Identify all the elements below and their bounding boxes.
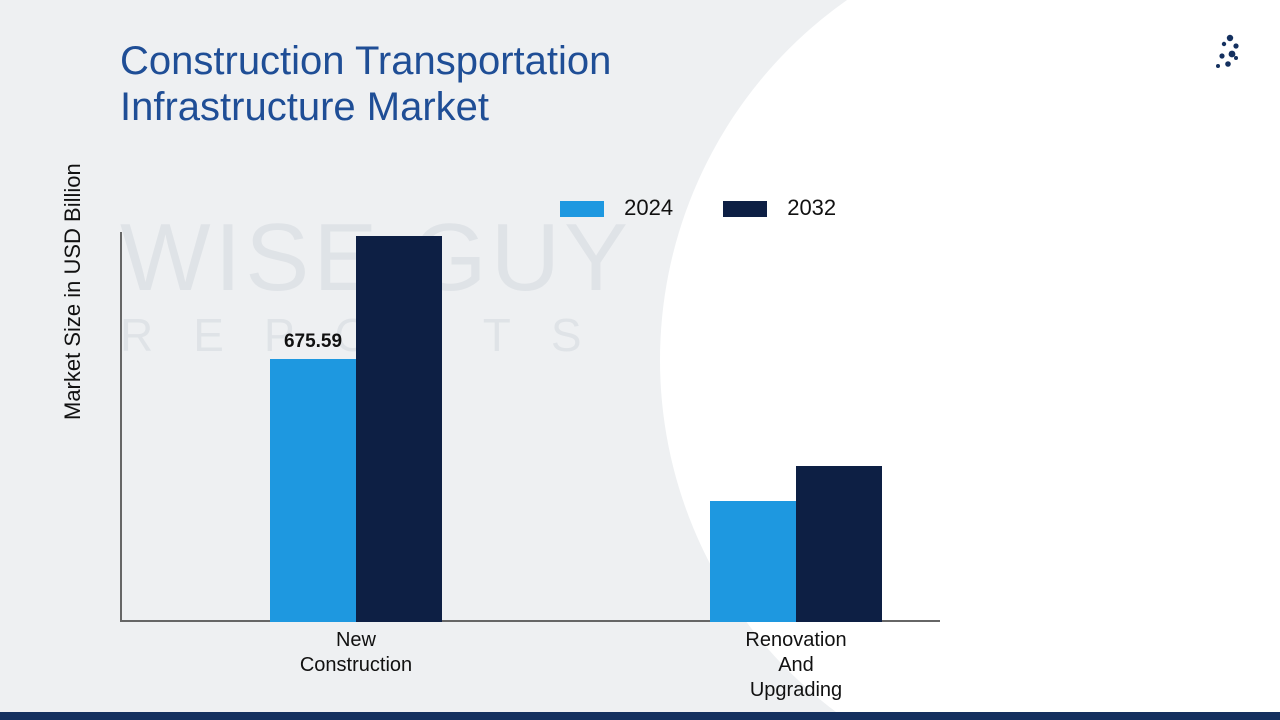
bar-2024-new-construction	[270, 359, 356, 622]
bar-2032-new-construction	[356, 236, 442, 622]
category-label-new-construction: New Construction	[240, 628, 472, 678]
y-axis-label: Market Size in USD Billion	[60, 163, 86, 420]
chart-title: Construction Transportation Infrastructu…	[120, 38, 760, 130]
brand-logo: WISE GUY R E P O R T S	[990, 28, 1250, 81]
stage: WISE GUY REPORTS WISE GUY R E P O R T S …	[0, 0, 1280, 720]
legend-item-2032: 2032	[723, 195, 836, 221]
bar-group-renovation: Renovation And Upgrading	[710, 232, 882, 622]
legend-label-2032: 2032	[787, 195, 836, 220]
bar-2032-renovation	[796, 466, 882, 622]
brain-head-icon	[1184, 22, 1256, 94]
legend-swatch-2032	[723, 201, 767, 217]
legend-label-2024: 2024	[624, 195, 673, 220]
legend-swatch-2024	[560, 201, 604, 217]
bar-group-new-construction: 675.59 New Construction	[270, 232, 442, 622]
category-label-renovation: Renovation And Upgrading	[680, 628, 912, 703]
bottom-strip	[0, 712, 1280, 720]
y-axis-line	[120, 232, 122, 622]
legend-item-2024: 2024	[560, 195, 673, 221]
plot-area: 675.59 New Construction Renovation And U…	[120, 232, 940, 622]
value-label-new-construction-2024: 675.59	[260, 331, 366, 353]
bar-2024-renovation	[710, 501, 796, 622]
legend: 2024 2032	[560, 195, 836, 221]
